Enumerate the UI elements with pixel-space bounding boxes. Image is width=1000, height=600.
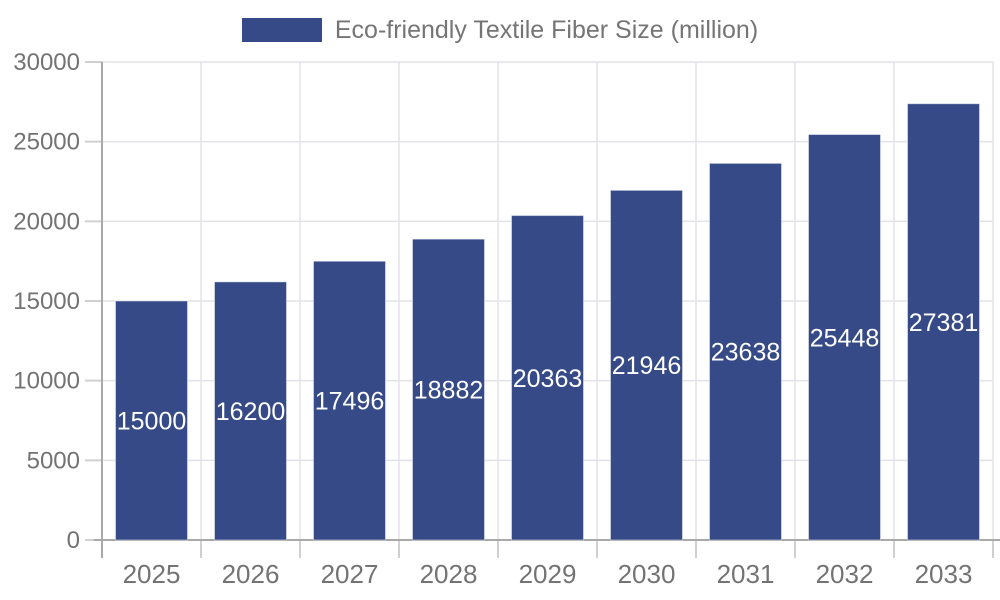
bar-value-label: 20363: [513, 365, 583, 393]
bar-value-label: 27381: [909, 309, 979, 337]
bar-2027[interactable]: [313, 260, 386, 541]
y-tick-label: 20000: [13, 208, 80, 235]
bar-2032[interactable]: [808, 134, 881, 541]
x-tick-label: 2030: [618, 559, 676, 589]
y-tick-label: 10000: [13, 368, 80, 395]
x-tick-label: 2025: [123, 559, 181, 589]
bar-value-label: 25448: [810, 324, 880, 352]
x-tick-label: 2033: [915, 559, 973, 589]
bar-2030[interactable]: [610, 189, 683, 541]
y-tick-label: 15000: [13, 288, 80, 315]
bar-2025[interactable]: [115, 300, 188, 541]
chart-legend[interactable]: Eco-friendly Textile Fiber Size (million…: [0, 16, 1000, 44]
bar-2029[interactable]: [511, 215, 584, 541]
x-tick-label: 2026: [222, 559, 280, 589]
bar-2028[interactable]: [412, 238, 485, 541]
bar-value-label: 17496: [315, 388, 385, 416]
bar-value-label: 21946: [612, 352, 682, 380]
bar-2031[interactable]: [709, 162, 782, 541]
y-tick-label: 0: [67, 527, 80, 554]
bar-value-label: 23638: [711, 339, 781, 367]
x-tick-label: 2028: [420, 559, 478, 589]
x-tick-label: 2027: [321, 559, 379, 589]
bar-value-label: 15000: [117, 408, 187, 436]
bar-2033[interactable]: [907, 103, 980, 541]
legend-swatch[interactable]: [241, 18, 322, 42]
y-tick-label: 5000: [27, 447, 80, 474]
y-tick-label: 25000: [13, 129, 80, 156]
y-tick-label: 30000: [13, 49, 80, 76]
x-tick-label: 2032: [816, 559, 874, 589]
bar-value-label: 16200: [216, 398, 286, 426]
legend-label[interactable]: Eco-friendly Textile Fiber Size (million…: [334, 16, 759, 44]
bar-value-label: 18882: [414, 377, 484, 405]
x-tick-label: 2031: [717, 559, 775, 589]
bar-2026[interactable]: [214, 281, 287, 541]
x-tick-label: 2029: [519, 559, 577, 589]
